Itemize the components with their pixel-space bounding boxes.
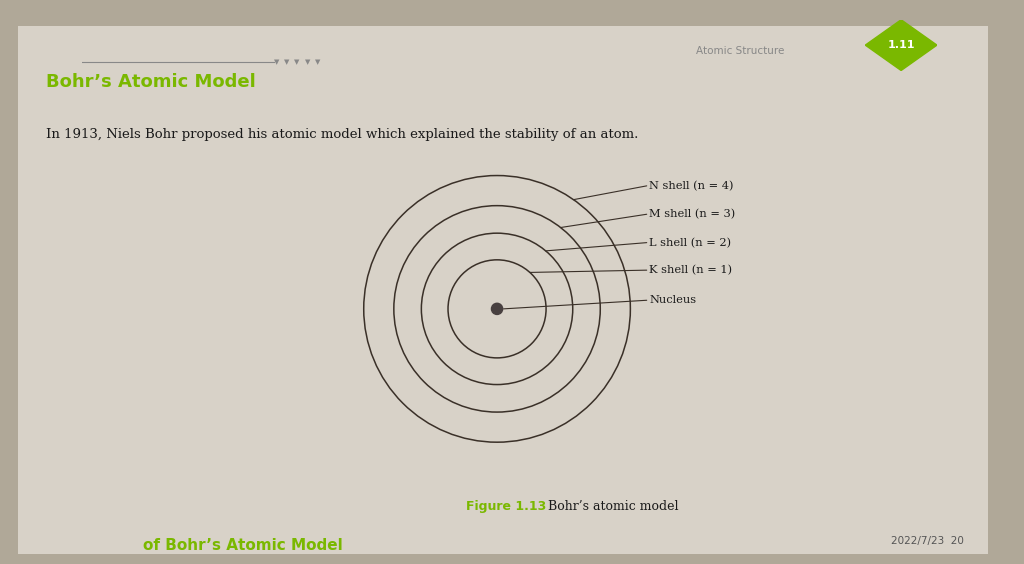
Text: ▼: ▼	[294, 59, 300, 65]
Text: M shell (n = 3): M shell (n = 3)	[649, 209, 735, 219]
Circle shape	[492, 303, 503, 315]
Text: N shell (n = 4): N shell (n = 4)	[649, 180, 734, 191]
Text: Bohr’s atomic model: Bohr’s atomic model	[540, 500, 678, 513]
Text: Figure 1.13: Figure 1.13	[466, 500, 546, 513]
Text: of Bohr’s Atomic Model: of Bohr’s Atomic Model	[143, 538, 343, 553]
Text: ▼: ▼	[284, 59, 290, 65]
Text: L shell (n = 2): L shell (n = 2)	[649, 237, 731, 248]
Text: Atomic Structure: Atomic Structure	[696, 46, 784, 56]
Text: ▼: ▼	[304, 59, 310, 65]
Text: In 1913, Niels Bohr proposed his atomic model which explained the stability of a: In 1913, Niels Bohr proposed his atomic …	[46, 128, 638, 141]
Text: ▼: ▼	[314, 59, 321, 65]
Text: ▼: ▼	[273, 59, 280, 65]
Polygon shape	[865, 20, 937, 70]
Text: K shell (n = 1): K shell (n = 1)	[649, 265, 732, 275]
Text: Bohr’s Atomic Model: Bohr’s Atomic Model	[46, 73, 256, 91]
Text: 1.11: 1.11	[888, 40, 914, 50]
FancyBboxPatch shape	[18, 26, 988, 554]
Text: Nucleus: Nucleus	[649, 296, 696, 305]
Text: 2022/7/23  20: 2022/7/23 20	[891, 536, 964, 547]
